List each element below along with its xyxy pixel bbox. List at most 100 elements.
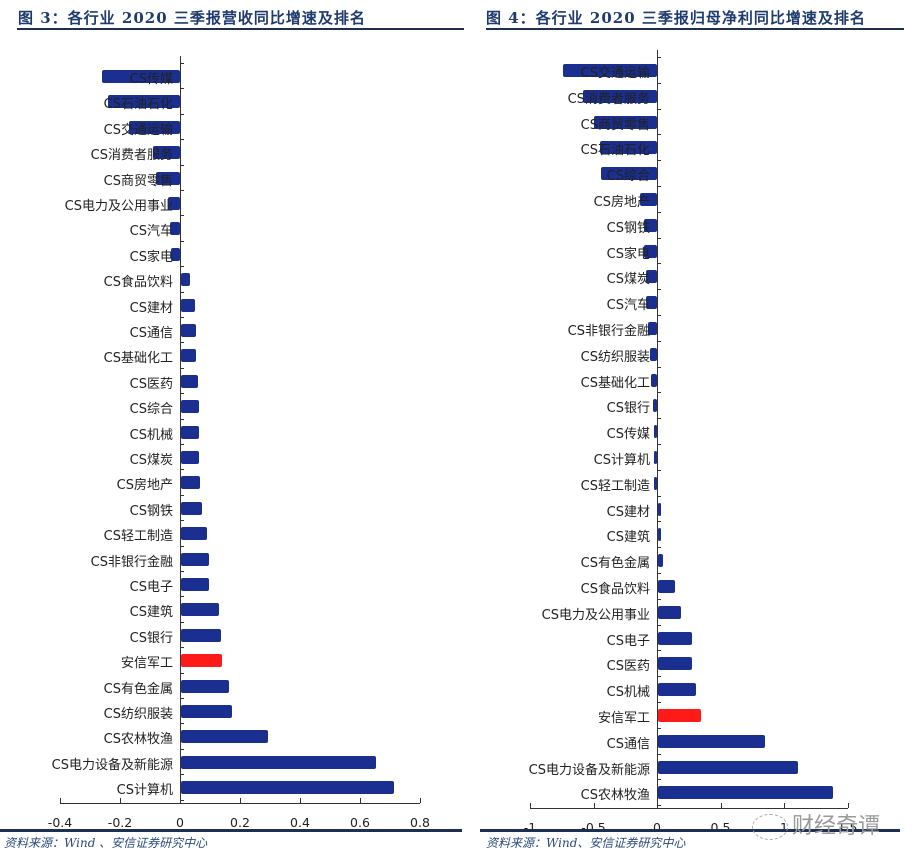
data-bar <box>658 605 681 619</box>
y-axis-tick <box>180 367 184 369</box>
category-label: 安信军工 <box>120 656 173 672</box>
y-axis-tick <box>180 190 184 191</box>
y-axis-tick <box>180 317 184 318</box>
chart-row: CS非银行金融 <box>0 547 460 572</box>
data-bar <box>181 400 199 414</box>
chart-row: CS纺织服装 <box>0 699 460 724</box>
data-bar <box>181 374 199 388</box>
category-label: CS钢铁 <box>606 220 650 236</box>
category-label: CS计算机 <box>116 783 173 799</box>
chart-row: CS消费者服务 <box>0 140 460 165</box>
x-axis-tick <box>720 803 722 809</box>
category-label: CS电力设备及新能源 <box>51 757 173 773</box>
category-label: CS有色金属 <box>580 556 650 572</box>
y-axis-tick <box>180 621 184 623</box>
y-axis-tick <box>180 63 184 64</box>
y-axis-tick <box>657 805 661 807</box>
x-tick-label: 0.4 <box>290 814 310 830</box>
chart-row: CS纺织服装 <box>470 342 917 367</box>
category-label: CS消费者服务 <box>90 148 173 164</box>
data-bar <box>658 631 693 645</box>
data-bar <box>658 502 661 516</box>
left-source-rule <box>0 829 462 832</box>
data-bar <box>181 425 199 439</box>
chart-row: CS电力及公用事业 <box>470 600 917 625</box>
x-axis-tick <box>360 797 361 803</box>
chart-row: CS房地产 <box>0 470 460 495</box>
x-axis-line <box>60 802 420 804</box>
category-label: CS石油石化 <box>103 97 173 113</box>
data-bar <box>658 760 798 774</box>
data-bar <box>658 528 662 542</box>
highlight-bar <box>658 709 702 722</box>
y-axis-tick <box>657 108 661 110</box>
data-bar <box>181 552 209 566</box>
highlight-bar <box>181 654 223 668</box>
data-bar <box>645 270 657 284</box>
category-label: CS综合 <box>606 169 650 185</box>
y-axis-tick <box>180 469 184 471</box>
data-bar <box>650 373 657 387</box>
category-label: CS食品饮料 <box>103 275 173 291</box>
category-label: CS纺织服装 <box>103 707 173 722</box>
category-label: CS有色金属 <box>103 681 173 697</box>
left-title-rule <box>17 28 464 30</box>
chart-row: CS农林牧渔 <box>0 724 460 749</box>
data-bar <box>658 683 697 697</box>
category-label: CS农林牧渔 <box>103 732 173 748</box>
data-bar <box>181 705 232 718</box>
y-axis-tick <box>657 779 661 781</box>
y-axis-tick <box>180 596 184 598</box>
data-bar <box>644 218 657 232</box>
right-chart-title: 图 4：各行业 2020 三季报归母净利同比增速及排名 <box>486 9 866 27</box>
category-label: CS电力设备及新能源 <box>528 762 650 778</box>
data-bar <box>181 755 376 769</box>
x-tick-label: -0.2 <box>107 814 133 830</box>
category-label: 安信军工 <box>597 711 650 726</box>
chart-row: CS交通运输 <box>0 115 460 140</box>
chart-row: CS综合 <box>0 394 460 419</box>
data-bar <box>181 324 196 337</box>
chart-row: CS钢铁 <box>470 213 917 238</box>
y-axis-tick <box>180 418 184 420</box>
chart-row: 安信军工 <box>470 703 917 728</box>
category-label: CS传媒 <box>129 72 173 87</box>
x-axis-tick <box>593 803 595 809</box>
category-label: CS交通运输 <box>580 66 650 81</box>
data-bar <box>181 628 221 642</box>
chart-row: CS建材 <box>0 293 460 318</box>
category-label: CS煤炭 <box>606 272 650 288</box>
y-axis-tick <box>180 799 184 801</box>
y-axis-tick <box>657 186 661 187</box>
y-axis-tick <box>180 571 184 572</box>
data-bar <box>181 298 195 312</box>
y-axis-tick <box>657 82 661 84</box>
chart-row: CS传媒 <box>0 64 460 89</box>
category-label: CS电力及公用事业 <box>541 607 650 623</box>
category-label: CS汽车 <box>129 224 173 240</box>
category-label: CS消费者服务 <box>567 91 650 107</box>
y-axis-tick <box>657 392 661 394</box>
y-axis-tick <box>180 291 184 293</box>
y-axis-tick <box>657 676 661 678</box>
category-label: CS轻工制造 <box>580 478 650 494</box>
chart-row: CS石油石化 <box>0 89 460 114</box>
category-label: CS建材 <box>606 504 650 520</box>
right-title-rule <box>486 28 904 30</box>
category-label: CS银行 <box>606 401 650 417</box>
category-label: CS房地产 <box>593 195 650 210</box>
y-axis-tick <box>180 164 184 166</box>
left-source-note: 资料来源：Wind 、安信证券研究中心 <box>4 836 208 850</box>
y-axis-tick <box>657 753 661 755</box>
data-bar <box>658 554 664 568</box>
x-axis-tick <box>530 803 531 809</box>
category-label: CS机械 <box>606 685 650 701</box>
data-bar <box>181 349 196 363</box>
x-axis-tick <box>120 797 121 803</box>
category-label: CS轻工制造 <box>103 529 173 545</box>
x-axis-tick <box>657 803 658 809</box>
category-label: CS电子 <box>606 633 650 649</box>
data-bar <box>102 70 180 83</box>
chart-row: CS电力设备及新能源 <box>0 750 460 775</box>
chart-row: CS建筑 <box>470 522 917 547</box>
